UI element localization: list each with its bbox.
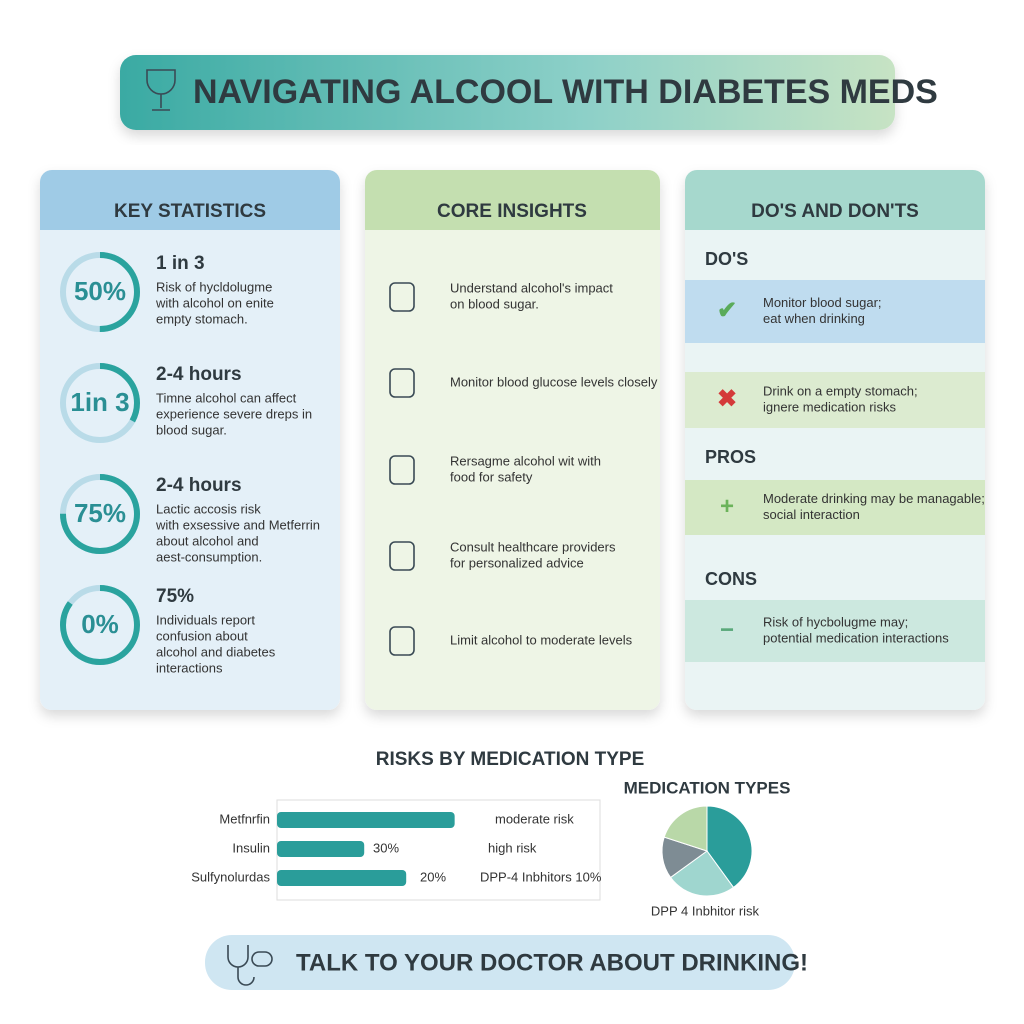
ring-arc [60,474,140,554]
stat-text: empty stomach. [156,311,248,326]
insight-icon [389,282,415,312]
insight-icon [389,368,415,398]
section-heading: PROS [705,447,756,467]
panel [40,170,340,710]
panel [365,170,660,710]
insight-text: Rersagme alcohol wit with [450,453,601,468]
row-text: potential medication interactions [763,630,949,645]
ring-label: 75% [74,498,126,528]
row-text: Risk of hycbolugme may; [763,614,908,629]
panel-header [685,170,985,230]
bar-note: 30% [373,840,399,855]
footer-banner [205,935,795,990]
ring-label: 50% [74,276,126,306]
panel-heading: CORE INSIGHTS [437,201,587,222]
stat-title: 75% [156,586,194,607]
section-heading: CONS [705,569,757,589]
row-bg [685,600,985,662]
y-tick-label: Metfnrfin [219,811,270,826]
pie-caption: DPP 4 Inbhitor risk [651,903,760,918]
stat-text: with exsessive and Metferrin [155,517,320,532]
insight-icon [389,455,415,485]
bar-note: DPP-4 Inbhitors 10% [480,869,602,884]
bar-note: high risk [488,840,537,855]
row-text: social interaction [763,507,860,522]
insight-icon [389,626,415,656]
bar [277,812,455,828]
stat-text: Lactic accosis risk [156,501,261,516]
insight-icon [389,541,415,571]
stat-text: about alcohol and [156,533,259,548]
row-bg [685,280,985,343]
chart-title: RISKS BY MEDICATION TYPE [376,749,645,770]
row-text: Drink on a empty stomach; [763,383,918,398]
bar-note: moderate risk [495,811,574,826]
insight-text: Limit alcohol to moderate levels [450,632,633,647]
stat-title: 2-4 hours [156,364,242,385]
ring-arc [60,585,140,665]
row-icon: ✖ [717,385,737,412]
insight-text: on blood sugar. [450,296,539,311]
chart-title: MEDICATION TYPES [624,778,791,797]
ring-label: 1in 3 [70,387,129,417]
stat-title: 1 in 3 [156,253,205,274]
stat-text: experience severe dreps in [156,406,312,421]
stat-text: Individuals report [156,612,255,627]
footer-text: TALK TO YOUR DOCTOR ABOUT DRINKING! [296,949,808,976]
panel-header [40,170,340,230]
stat-title: 2-4 hours [156,475,242,496]
insight-text: food for safety [450,469,533,484]
stat-text: aest-consumption. [156,549,262,564]
bar [277,870,407,886]
y-tick-label: Sulfynolurdas [191,869,270,884]
insight-text: Monitor blood glucose levels closely [450,374,658,389]
row-bg [685,480,985,535]
stat-text: confusion about [156,628,248,643]
stat-text: Timne alcohol can affect [156,390,297,405]
stat-text: alcohol and diabetes [156,644,276,659]
panel-header [365,170,660,230]
insight-text: for personalized advice [450,555,584,570]
stat-text: interactions [156,660,223,675]
row-bg [685,372,985,428]
row-icon: + [720,493,734,520]
insight-text: Consult healthcare providers [450,539,616,554]
pie-slice [669,850,735,897]
ring-arc [60,252,140,332]
ring-arc [60,363,140,443]
bar-note: 20% [420,869,446,884]
row-icon: ✔ [717,297,737,324]
pie-slice [663,805,708,852]
ring-label: 0% [81,609,119,639]
glass-icon [146,69,176,111]
row-text: eat when drinking [763,311,865,326]
row-text: Monitor blood sugar; [763,295,882,310]
panel-heading: DO'S AND DON'TS [751,201,919,222]
title-banner [120,55,895,130]
stethoscope-icon [227,945,273,986]
row-icon: − [720,616,734,643]
stat-text: blood sugar. [156,422,227,437]
y-tick-label: Insulin [232,840,270,855]
section-heading: DO'S [705,249,748,269]
row-text: ignere medication risks [763,399,896,414]
row-text: Moderate drinking may be managable; [763,491,985,506]
title: NAVIGATING ALCOOL WITH DIABETES MEDS [193,73,938,111]
stat-text: Risk of hycldolugme [156,279,272,294]
stat-text: with alcohol on enite [155,295,274,310]
panel-heading: KEY STATISTICS [114,201,266,222]
pie-slice [706,805,753,889]
insight-text: Understand alcohol's impact [450,280,613,295]
bar [277,841,365,857]
